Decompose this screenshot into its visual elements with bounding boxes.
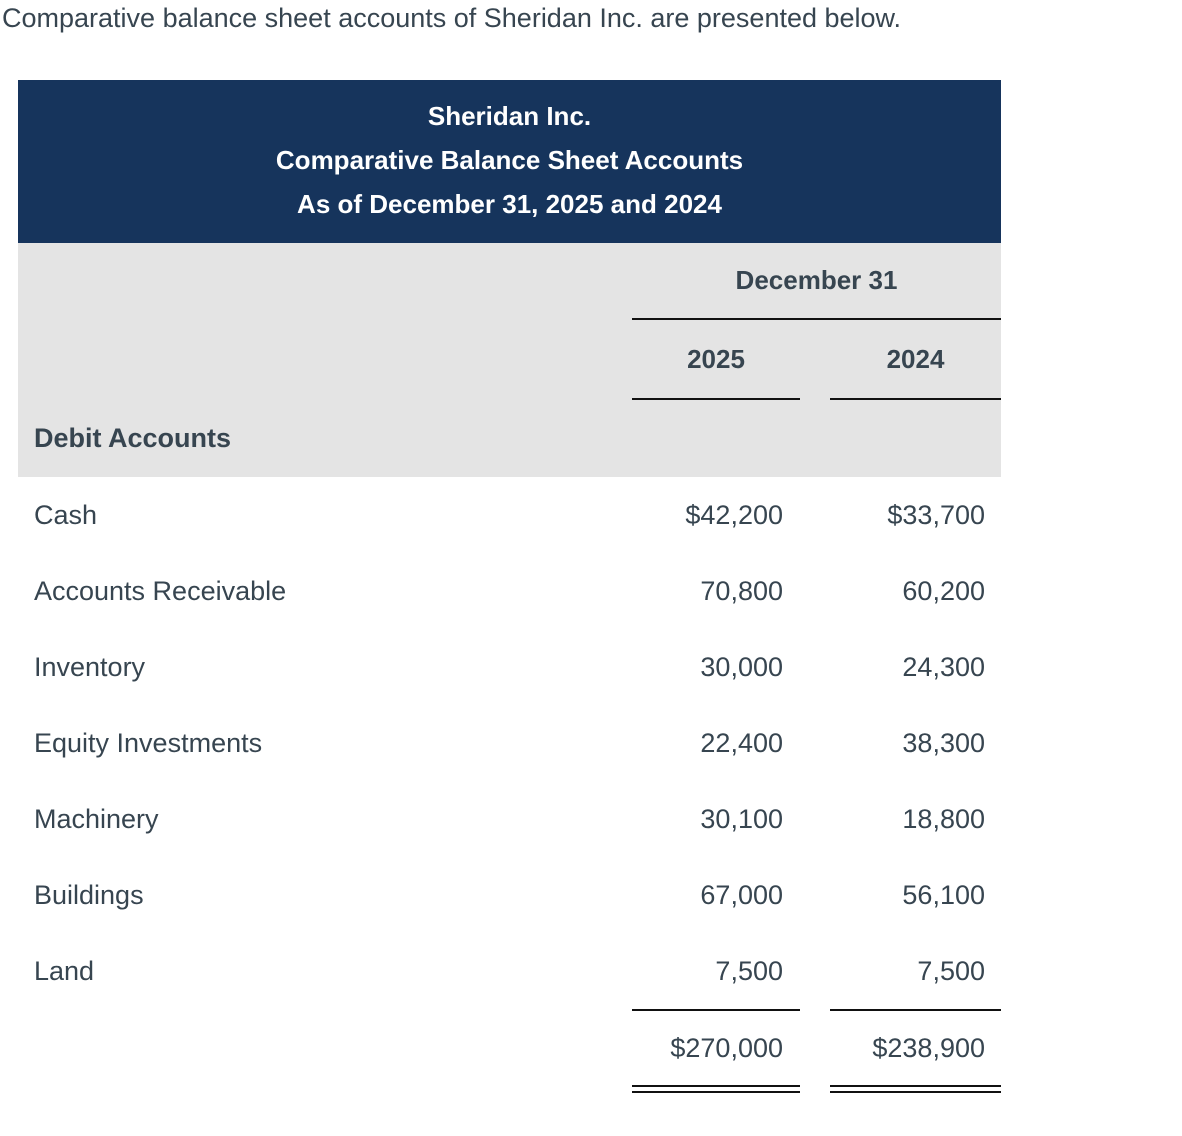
account-label: Inventory [34, 651, 146, 682]
report-period: As of December 31, 2025 and 2024 [297, 189, 722, 219]
value-2024: 24,300 [902, 651, 985, 682]
total-2024: $238,900 [830, 1009, 1001, 1085]
value-2024: $33,700 [887, 499, 985, 530]
value-2024: 18,800 [902, 803, 985, 834]
value-2025: 22,400 [700, 727, 783, 758]
report-title: Comparative Balance Sheet Accounts [275, 145, 744, 175]
table-row: Land 7,500 7,500 [18, 933, 1001, 1009]
table-title-block: Sheridan Inc. Comparative Balance Sheet … [18, 80, 1001, 243]
account-label: Accounts Receivable [34, 575, 287, 606]
account-label: Equity Investments [34, 727, 263, 758]
value-2025: 70,800 [700, 575, 783, 606]
value-2025: 30,100 [700, 803, 783, 834]
double-underline [632, 1085, 800, 1093]
total-2025: $270,000 [632, 1009, 800, 1085]
totals-double-rule [18, 1085, 1001, 1095]
year-column-header-2025: 2025 [632, 320, 800, 400]
column-group-label: December 31 [632, 243, 1001, 320]
value-2025: 30,000 [700, 651, 783, 682]
value-2025: 7,500 [715, 955, 783, 986]
value-2024: 38,300 [902, 727, 985, 758]
value-2025: $42,200 [685, 499, 783, 530]
table-row: Buildings 67,000 56,100 [18, 857, 1001, 933]
intro-text: Comparative balance sheet accounts of Sh… [2, 3, 902, 33]
balance-sheet-table: Sheridan Inc. Comparative Balance Sheet … [18, 80, 1001, 1095]
value-2025: 67,000 [700, 879, 783, 910]
value-2024: 60,200 [902, 575, 985, 606]
totals-row: $270,000 $238,900 [18, 1009, 1001, 1085]
table-row: Cash $42,200 $33,700 [18, 477, 1001, 553]
table-row: Equity Investments 22,400 38,300 [18, 705, 1001, 781]
double-underline [830, 1085, 1001, 1093]
value-2024: 56,100 [902, 879, 985, 910]
table-row: Inventory 30,000 24,300 [18, 629, 1001, 705]
table-row: Accounts Receivable 70,800 60,200 [18, 553, 1001, 629]
section-label-debit-accounts: Debit Accounts [34, 423, 232, 453]
table-body: Cash $42,200 $33,700 Accounts Receivable… [18, 477, 1001, 1095]
account-label: Machinery [34, 803, 159, 834]
year-column-header-2024: 2024 [830, 320, 1001, 400]
account-label: Cash [34, 499, 98, 530]
company-name: Sheridan Inc. [427, 101, 592, 131]
value-2024: 7,500 [917, 955, 985, 986]
account-label: Land [34, 955, 95, 986]
column-header-block: December 31 2025 2024 Debit Accounts [18, 243, 1001, 477]
account-label: Buildings [34, 879, 144, 910]
table-row: Machinery 30,100 18,800 [18, 781, 1001, 857]
